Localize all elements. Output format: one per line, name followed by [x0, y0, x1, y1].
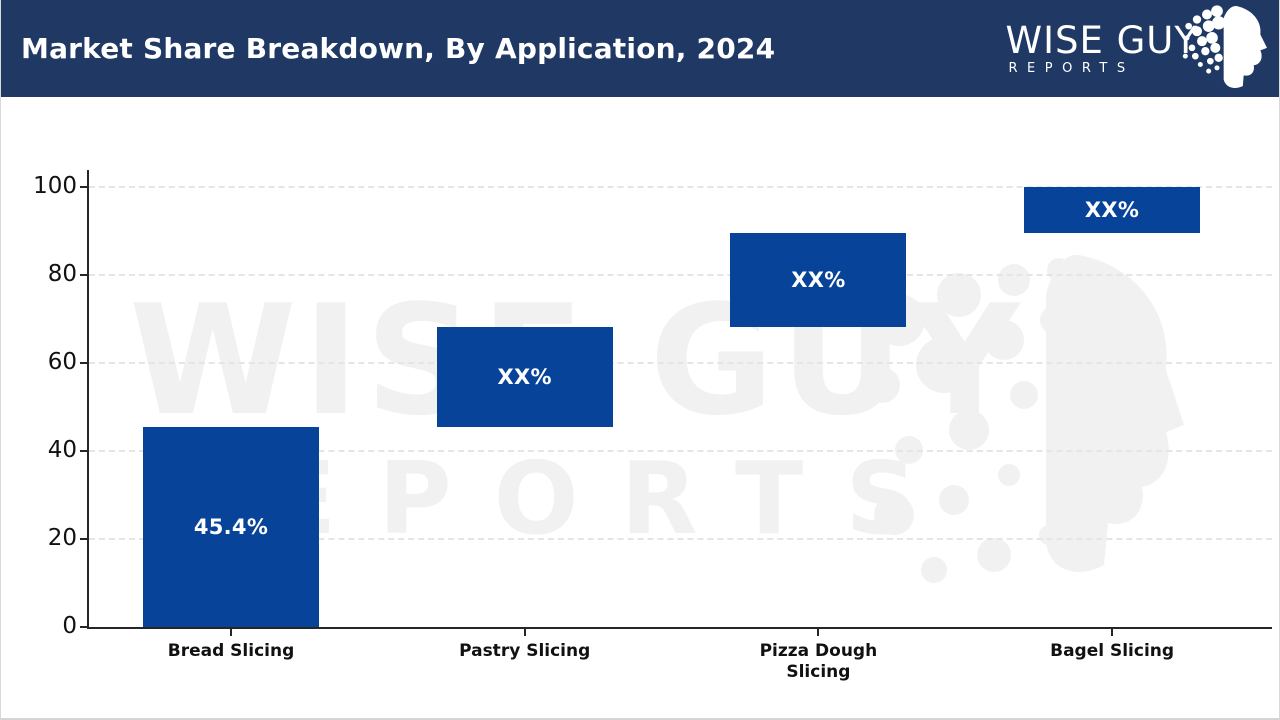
gridline-20: [89, 538, 1272, 540]
x-tickmark-pizza-dough-slicing: [817, 629, 820, 636]
logo-brand-text: WISE GUY: [1005, 19, 1198, 62]
x-tickmark-bread-slicing: [230, 629, 232, 636]
bar-pastry-slicing: XX%: [436, 327, 613, 428]
chart-area: WISE GUY REPORTS 0 20 40 60 80 100 45.4% XX% XX%…: [1, 97, 1279, 718]
x-tick-label-line: Pizza Dough: [759, 641, 878, 661]
x-tick-label-pizza-dough-slicing: Pizza Dough Slicing: [688, 641, 948, 684]
x-tickmark-pastry-slicing: [523, 629, 526, 636]
y-tick-label-0: 0: [62, 613, 77, 639]
x-axis-line: [87, 627, 1272, 629]
y-tickmark-60: [80, 362, 89, 364]
bar-value-label-bread-slicing: 45.4%: [193, 515, 269, 540]
watermark-head-icon: [864, 254, 1184, 583]
x-tick-label-bread-slicing: Bread Slicing: [101, 641, 361, 662]
bar-bagel-slicing: XX%: [1024, 187, 1201, 234]
y-tick-label-20: 20: [47, 525, 77, 551]
page-title: Market Share Breakdown, By Application, …: [21, 32, 776, 65]
x-tick-label-line: Slicing: [786, 662, 851, 683]
x-tick-label-line: Pastry Slicing: [459, 641, 591, 661]
logo-head-icon: [1182, 4, 1267, 88]
gridline-100: [89, 186, 1272, 188]
logo-reports-text: REPORTS: [1008, 61, 1135, 76]
x-tick-label-bagel-slicing: Bagel Slicing: [982, 641, 1242, 662]
y-tickmark-20: [80, 538, 89, 540]
y-tick-label-80: 80: [47, 261, 77, 287]
gridline-80: [89, 274, 1272, 276]
bar-bread-slicing: 45.4%: [143, 427, 319, 627]
x-tick-label-line: Bagel Slicing: [1050, 641, 1175, 661]
x-tick-label-line: Bread Slicing: [167, 641, 295, 661]
gridline-40: [89, 450, 1272, 452]
y-axis-line: [87, 170, 89, 629]
gridline-60: [89, 362, 1272, 364]
bar-value-label-bagel-slicing: XX%: [1084, 198, 1140, 223]
bar-pizza-dough-slicing: XX%: [730, 233, 907, 328]
bar-value-label-pastry-slicing: XX%: [497, 365, 552, 390]
bar-value-label-pizza-dough-slicing: XX%: [791, 268, 846, 293]
y-tick-label-60: 60: [47, 349, 77, 375]
y-tickmark-40: [80, 450, 89, 452]
logo-text: WISE GUY REPORTS: [1006, 22, 1198, 75]
x-tickmark-bagel-slicing: [1111, 629, 1114, 636]
y-tick-label-100: 100: [33, 173, 77, 199]
y-tickmark-0: [80, 626, 89, 628]
y-tickmark-100: [80, 186, 89, 188]
x-tick-label-pastry-slicing: Pastry Slicing: [395, 641, 655, 662]
y-tickmark-80: [80, 274, 89, 276]
y-tick-label-40: 40: [47, 437, 77, 463]
header-bar: Market Share Breakdown, By Application, …: [1, 0, 1279, 97]
wiseguy-logo: WISE GUY REPORTS: [1006, 4, 1272, 93]
